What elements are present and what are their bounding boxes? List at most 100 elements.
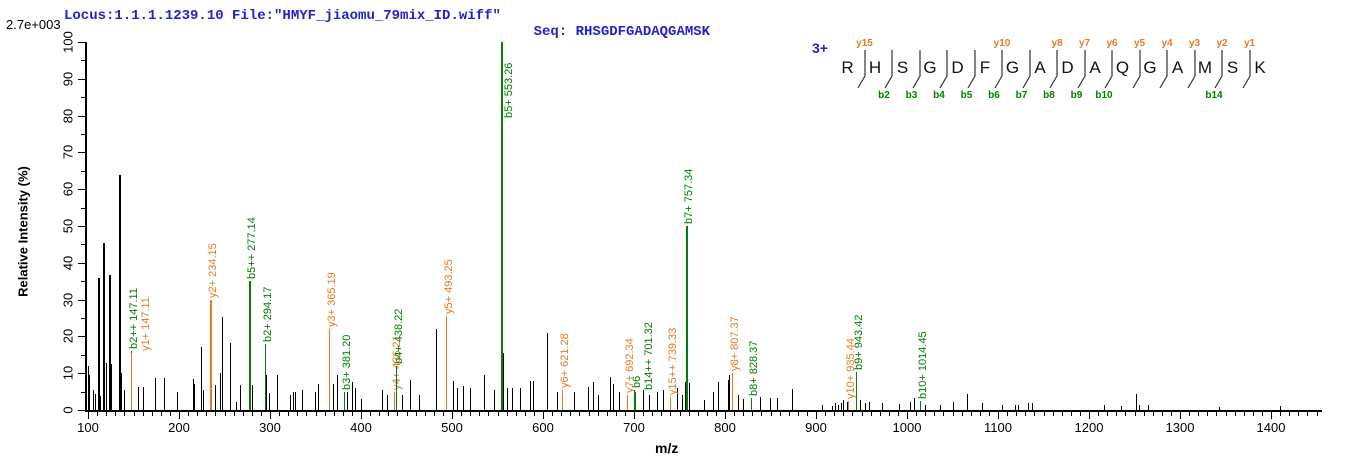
peak: [494, 390, 496, 410]
peak: [456, 387, 458, 410]
peak: [1002, 405, 1004, 410]
sequence-header: Seq: RHSGDFGADAQGAMSK: [500, 8, 710, 56]
x-tick: [1007, 412, 1009, 416]
labeled-peak: [394, 391, 395, 410]
peak: [118, 174, 121, 410]
residue: S: [896, 58, 909, 77]
b-ion-peak-label: b4+ 438.22: [392, 308, 405, 364]
precursor-charge-label: 3+: [812, 40, 828, 56]
peak: [97, 278, 100, 410]
x-tick: [988, 412, 990, 416]
x-tick: [1216, 412, 1218, 416]
b-ion-peak-label: b10+ 1014.45: [917, 331, 930, 399]
x-tick: [1271, 412, 1272, 419]
seq-value: RHSGDFGADAQGAMSK: [575, 24, 711, 40]
x-tick: [224, 412, 226, 416]
x-tick: [788, 412, 790, 416]
x-tick: [979, 412, 981, 416]
x-tick-label: 500: [441, 420, 463, 435]
peak: [556, 391, 558, 410]
peak: [718, 381, 720, 410]
b-ion-map-label: b6: [988, 90, 1000, 101]
peak: [791, 389, 793, 410]
peak: [337, 374, 339, 410]
peak: [222, 316, 223, 410]
x-tick: [897, 412, 899, 416]
peak: [682, 395, 684, 410]
x-tick-label: 700: [623, 420, 645, 435]
x-tick: [561, 412, 563, 416]
b-ion-peak-label: b7+ 757.34: [683, 168, 696, 224]
x-tick: [288, 412, 290, 416]
x-tick: [397, 412, 399, 416]
y-ion-map-label: y4: [1161, 38, 1173, 49]
x-tick: [1152, 412, 1154, 416]
residue: A: [1089, 58, 1101, 77]
cleavage-mark: [994, 50, 1003, 89]
cleavage-mark: [1214, 50, 1223, 89]
y-tick-label: 80: [60, 108, 76, 123]
x-tick: [624, 412, 626, 416]
peak: [1031, 402, 1033, 410]
peak: [677, 387, 678, 410]
x-tick: [552, 412, 554, 416]
peak: [613, 384, 615, 410]
x-tick: [270, 412, 271, 419]
peak: [1219, 407, 1221, 410]
x-tick: [615, 412, 617, 416]
residue: H: [868, 58, 882, 77]
y-tick-label: 20: [60, 329, 76, 344]
y-ion-map-label: y7: [1078, 38, 1091, 49]
x-tick-label: 1300: [1165, 420, 1195, 435]
x-tick: [470, 412, 472, 416]
peak: [588, 386, 590, 410]
x-tick: [279, 412, 281, 416]
x-tick: [825, 412, 827, 416]
labeled-peak: [731, 373, 733, 410]
peak: [821, 404, 823, 410]
x-tick: [970, 412, 972, 416]
peak: [846, 401, 848, 410]
peak: [953, 401, 955, 410]
residue: D: [951, 58, 964, 77]
labeled-peak: [686, 226, 689, 410]
x-tick: [706, 412, 708, 416]
x-tick: [998, 412, 999, 419]
x-tick-label: 900: [805, 420, 827, 435]
x-tick: [333, 412, 335, 416]
peak: [470, 387, 472, 410]
peak: [940, 404, 941, 410]
peak: [981, 403, 983, 410]
x-tick: [1125, 412, 1127, 416]
x-tick: [515, 412, 517, 416]
residue: K: [1254, 58, 1266, 77]
y-tick-label: 60: [60, 181, 76, 197]
b-ion-map-label: b3: [905, 90, 918, 101]
peak: [770, 397, 771, 410]
x-tick: [670, 412, 672, 416]
peak: [483, 375, 485, 410]
x-tick: [361, 412, 362, 419]
peak: [381, 389, 383, 410]
peak: [713, 391, 715, 410]
x-tick-label: 800: [714, 420, 736, 435]
x-tick: [861, 412, 863, 416]
x-tick: [1170, 412, 1172, 416]
x-tick: [88, 412, 89, 419]
x-tick: [1189, 412, 1191, 416]
x-tick: [370, 412, 372, 416]
peak: [776, 397, 778, 410]
x-tick: [606, 412, 608, 416]
labeled-peak: [500, 42, 503, 410]
cleavage-mark: [939, 50, 948, 89]
peak: [837, 404, 839, 410]
x-tick: [1225, 412, 1227, 416]
y-ion-peak-label: y5+ 493.25: [442, 259, 455, 315]
y-axis-line: [85, 42, 87, 412]
y-ion-map-label: y8: [1051, 38, 1063, 49]
y-ion-map-label: y1: [1243, 38, 1256, 49]
peak: [860, 400, 862, 410]
x-tick: [1016, 412, 1018, 416]
x-tick: [834, 412, 836, 416]
peak: [142, 386, 144, 410]
